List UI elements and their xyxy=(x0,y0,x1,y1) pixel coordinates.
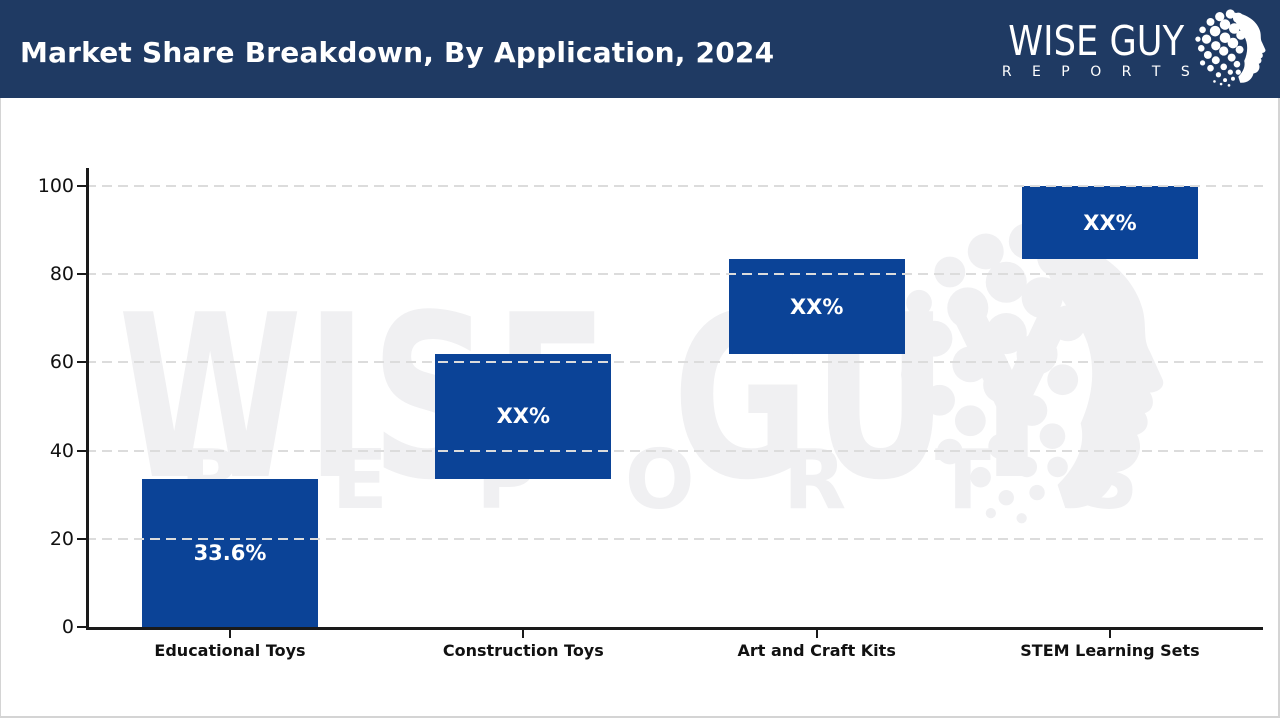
gridline xyxy=(86,273,1263,276)
y-axis-tick xyxy=(77,273,86,276)
brand-name: WISE GUY xyxy=(1007,16,1184,65)
y-axis-tick xyxy=(77,626,86,628)
brand-subname: R E P O R T S xyxy=(1001,63,1198,80)
y-axis-tick xyxy=(77,185,86,187)
x-axis-category-label: Construction Toys xyxy=(442,641,604,660)
y-axis-line xyxy=(86,168,89,629)
bar-value-label: XX% xyxy=(496,404,551,429)
bar-value-label: XX% xyxy=(1083,210,1137,235)
bar-value-label: 33.6% xyxy=(193,540,267,565)
page-border-right xyxy=(1278,98,1280,716)
brand-logo: WISE GUY R E P O R T S xyxy=(994,4,1268,96)
y-axis-tick-label: 60 xyxy=(49,351,74,374)
page-border-left xyxy=(0,98,1,716)
y-axis-tick xyxy=(77,361,86,364)
y-axis-tick-label: 40 xyxy=(49,439,74,462)
y-axis-tick-label: 80 xyxy=(49,263,74,286)
x-axis-tick xyxy=(1108,629,1111,638)
x-axis-tick xyxy=(522,629,525,638)
page-border-bottom xyxy=(0,716,1280,718)
x-axis-category-label: Art and Craft Kits xyxy=(737,641,896,660)
x-axis-line xyxy=(86,627,1263,630)
x-axis-category-label: STEM Learning Sets xyxy=(1020,641,1200,660)
y-axis-tick xyxy=(77,449,86,452)
header-bar: Market Share Breakdown, By Application, … xyxy=(0,0,1280,98)
gridline xyxy=(86,449,1263,452)
chart-title: Market Share Breakdown, By Application, … xyxy=(20,36,775,69)
waterfall-bar xyxy=(142,478,318,627)
brand-logo-text: WISE GUY R E P O R T S xyxy=(994,16,1198,80)
y-axis-tick-label: 0 xyxy=(61,616,74,638)
y-axis-tick xyxy=(77,537,86,540)
gridline xyxy=(86,185,1263,187)
x-axis-category-label: Educational Toys xyxy=(154,641,306,660)
waterfall-bar xyxy=(435,354,612,479)
bar-value-label: XX% xyxy=(789,294,844,319)
y-axis-tick-label: 100 xyxy=(37,175,74,197)
gridline xyxy=(86,537,1263,540)
y-axis-tick-label: 20 xyxy=(49,527,74,550)
x-axis-tick xyxy=(229,629,231,638)
x-axis-tick xyxy=(815,629,818,638)
gridline xyxy=(86,361,1263,364)
